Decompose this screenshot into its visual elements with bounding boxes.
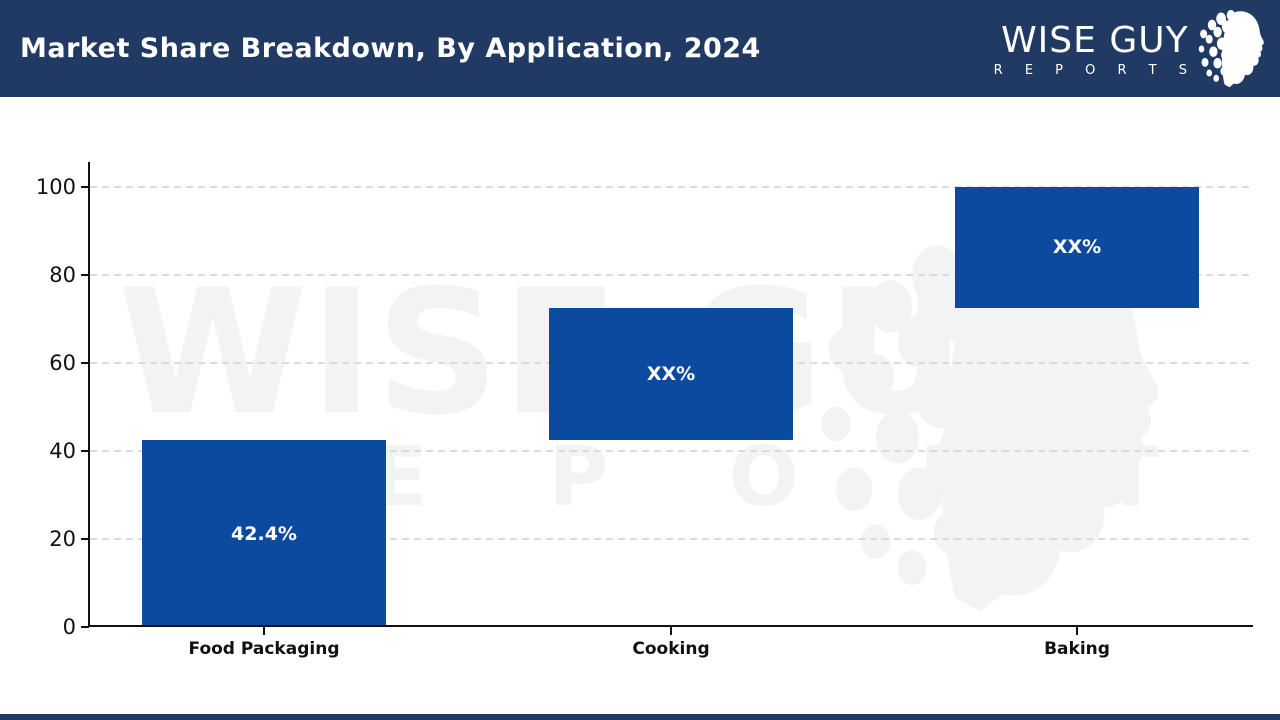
brand-face-dots-icon [1198,9,1264,88]
x-tick-baking [1076,627,1078,635]
y-tick-label: 100 [35,175,76,199]
bar-baking: XX% [955,187,1199,308]
brand-subname: R E P O R T S [993,62,1196,78]
y-tick-label: 40 [49,439,76,463]
gridline-20 [90,538,1253,540]
x-tick-label-food-packaging: Food Packaging [188,639,340,659]
gridline-40 [90,450,1253,452]
y-tick-label: 0 [62,615,76,639]
bar-value-label: 42.4% [231,522,297,545]
y-tick-80 [81,274,89,276]
gridline-80 [90,274,1253,276]
x-tick-label-cooking: Cooking [632,639,710,659]
x-tick-cooking [670,627,672,635]
y-tick-60 [81,362,89,364]
y-tick-label: 60 [49,351,76,375]
header-bar: Market Share Breakdown, By Application, … [0,0,1280,97]
bar-value-label: XX% [646,362,696,385]
y-tick-label: 80 [49,263,76,287]
bar-value-label: XX% [1052,236,1102,259]
y-axis-line [88,162,90,627]
brand-logo: WISE GUY R E P O R T S [994,6,1268,92]
footer-bar [0,714,1280,720]
y-tick-20 [81,538,89,540]
x-axis-line [88,625,1253,627]
bar-cooking: XX% [549,307,793,441]
brand-logo-text: WISE GUY R E P O R T S [993,19,1196,78]
page-title: Market Share Breakdown, By Application, … [20,33,761,64]
y-tick-0 [81,626,89,628]
y-tick-40 [81,450,89,452]
x-tick-food-packaging [263,627,265,635]
x-tick-label-baking: Baking [1044,639,1110,659]
gridline-100 [90,186,1253,188]
bar-food-packaging: 42.4% [142,440,386,627]
y-tick-label: 20 [49,527,76,551]
y-tick-100 [81,186,89,188]
brand-name: WISE GUY [1001,19,1189,61]
